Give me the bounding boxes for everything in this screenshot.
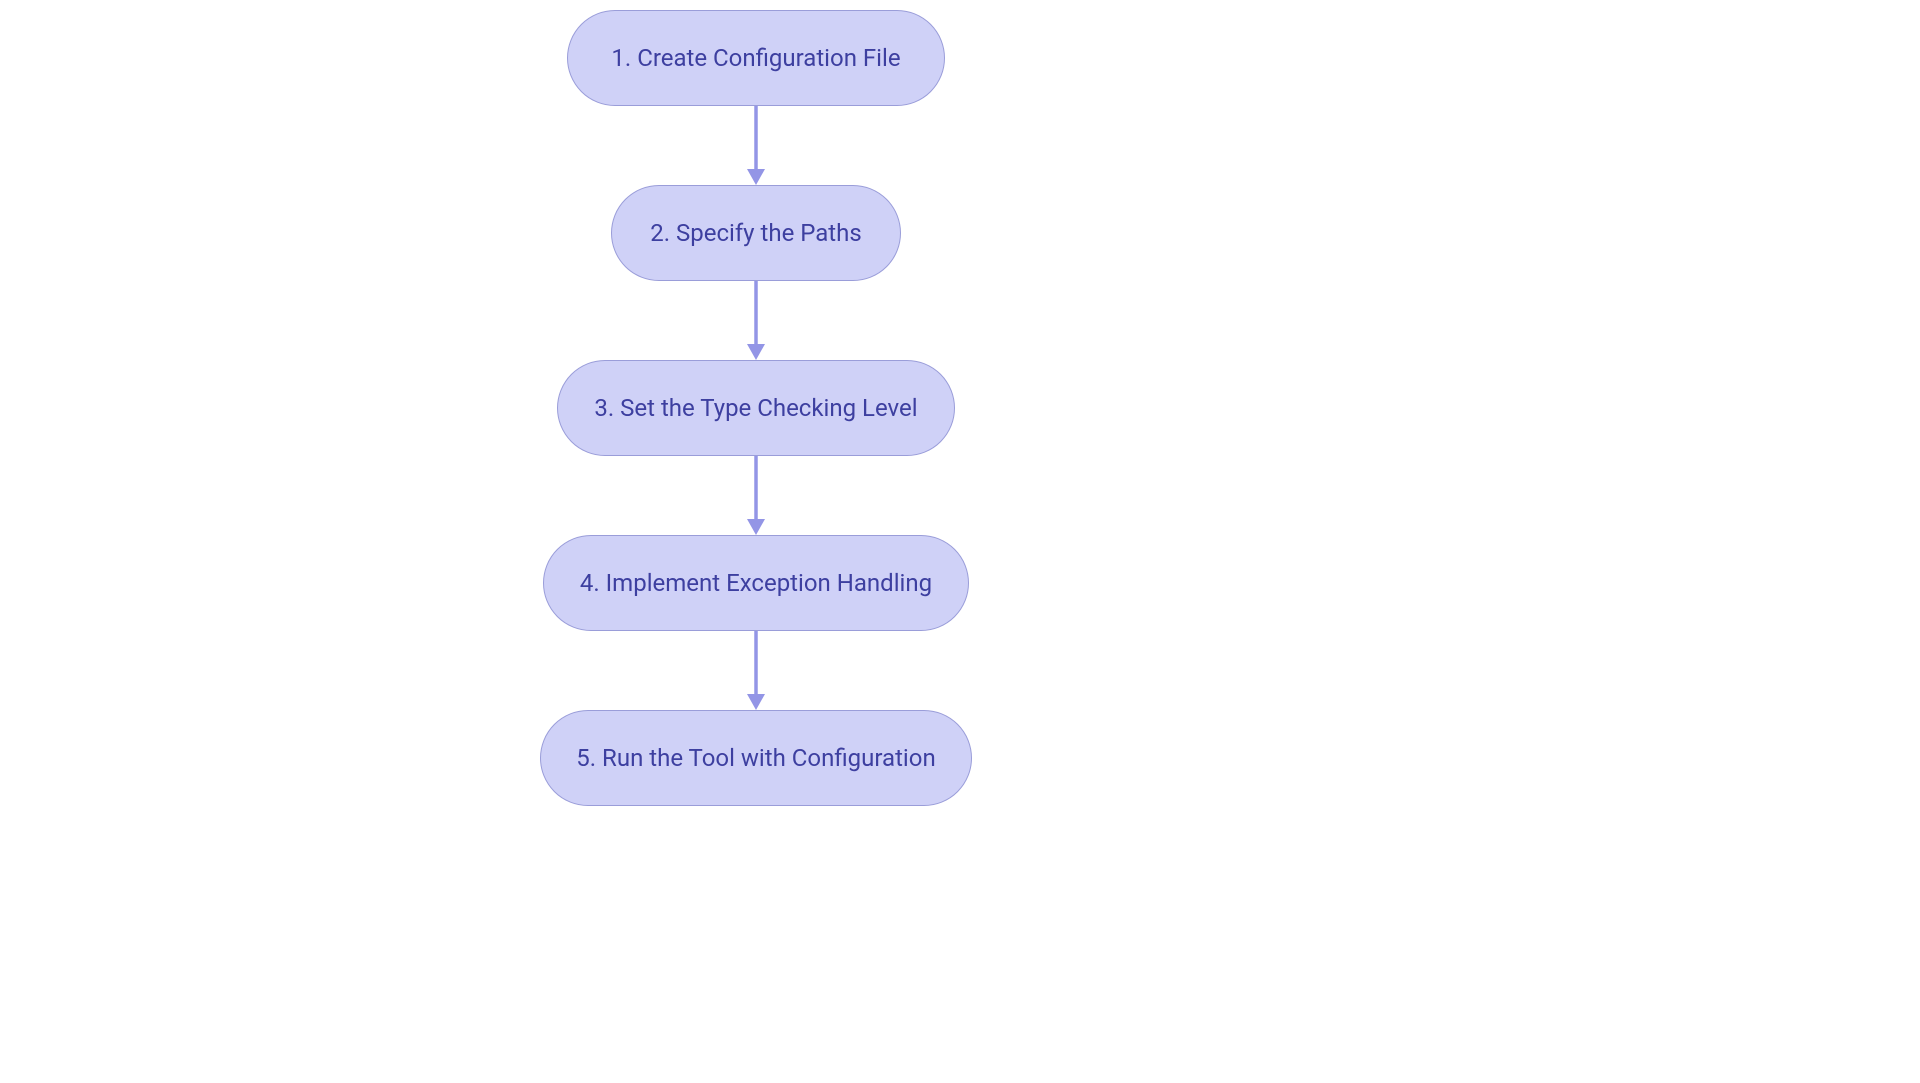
flowchart-node-label: 5. Run the Tool with Configuration <box>576 744 935 772</box>
flowchart-node-n3: 3. Set the Type Checking Level <box>557 360 955 456</box>
flowchart-arrow-2 <box>745 281 767 360</box>
flowchart-container: 1. Create Configuration File 2. Specify t… <box>0 0 1920 1083</box>
flowchart-arrow-1 <box>745 106 767 185</box>
flowchart-node-label: 3. Set the Type Checking Level <box>594 394 917 422</box>
flowchart-node-label: 4. Implement Exception Handling <box>580 569 932 597</box>
flowchart-node-n4: 4. Implement Exception Handling <box>543 535 969 631</box>
flowchart-node-label: 1. Create Configuration File <box>611 44 900 72</box>
flowchart-arrow-4 <box>745 631 767 710</box>
flowchart-node-label: 2. Specify the Paths <box>650 219 862 247</box>
flowchart-node-n2: 2. Specify the Paths <box>611 185 901 281</box>
flowchart-node-n1: 1. Create Configuration File <box>567 10 945 106</box>
flowchart-arrow-3 <box>745 456 767 535</box>
flowchart-node-n5: 5. Run the Tool with Configuration <box>540 710 972 806</box>
